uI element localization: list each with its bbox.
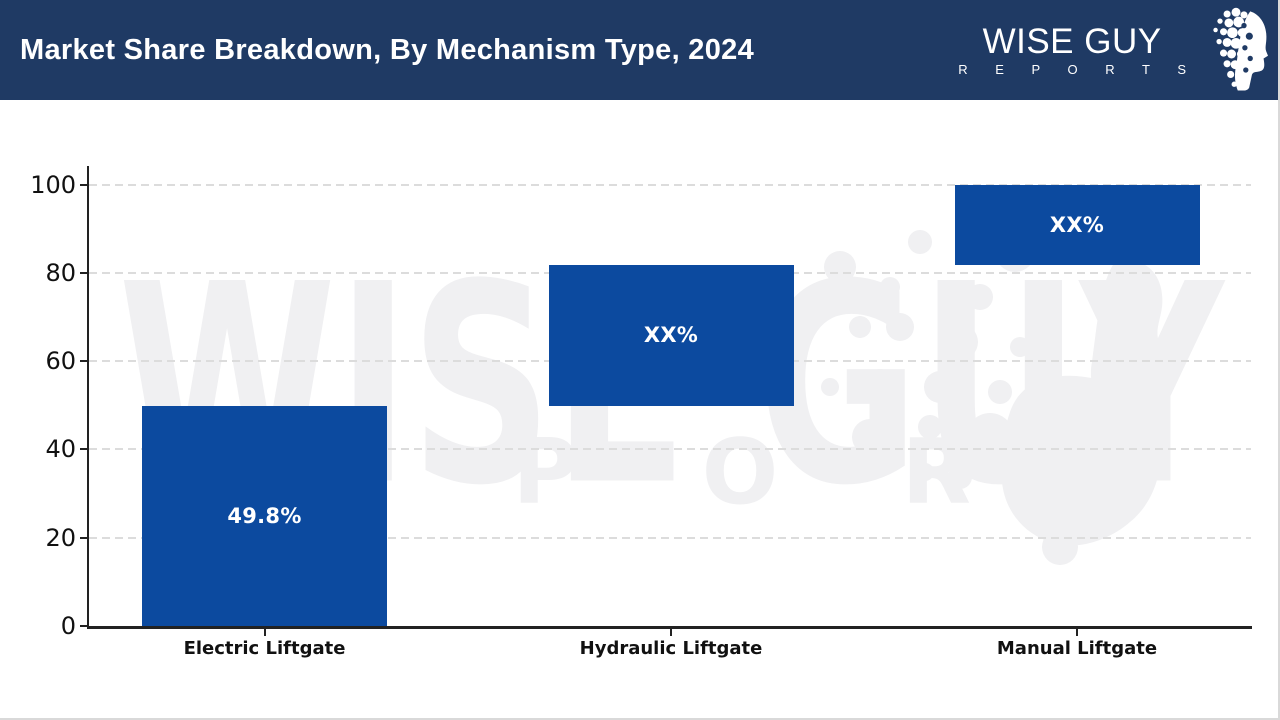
- x-tick: [670, 629, 672, 636]
- bar-value-label: XX%: [1049, 212, 1105, 237]
- x-tick: [1076, 629, 1078, 636]
- watermark-head-icon: [821, 230, 1168, 565]
- y-tick: [80, 271, 87, 274]
- wiseguy-head-icon: [1213, 7, 1268, 91]
- y-tick-label: 60: [45, 347, 76, 376]
- y-tick-label: 100: [30, 170, 76, 199]
- y-tick: [80, 625, 87, 627]
- bar-value-label: 49.8%: [227, 504, 302, 529]
- brand-logo: WISE GUY R E P O R T S: [958, 6, 1268, 94]
- y-tick: [80, 536, 87, 539]
- y-tick-label: 80: [45, 258, 76, 287]
- gridline: [89, 448, 1251, 451]
- y-tick-label: 40: [45, 435, 76, 464]
- x-category-label: Manual Liftgate: [996, 638, 1158, 659]
- gridline: [89, 183, 1251, 186]
- bar-segment: XX%: [548, 264, 794, 407]
- x-category-label: Hydraulic Liftgate: [579, 638, 763, 659]
- x-tick: [263, 629, 266, 636]
- y-tick-label: 0: [60, 612, 76, 640]
- bar-segment: XX%: [954, 184, 1200, 265]
- brand-name: WISE GUY: [982, 21, 1162, 61]
- header-bar: Market Share Breakdown, By Mechanism Typ…: [0, 0, 1278, 100]
- x-category-label: Electric Liftgate: [183, 638, 346, 659]
- y-tick: [80, 183, 87, 186]
- y-tick-label: 20: [45, 523, 76, 552]
- brand-text: WISE GUY R E P O R T S: [958, 24, 1186, 77]
- chart-title: Market Share Breakdown, By Mechanism Typ…: [20, 33, 755, 66]
- y-tick: [80, 448, 87, 451]
- y-axis-line: [87, 166, 89, 629]
- bar-value-label: XX%: [643, 323, 699, 348]
- x-axis-line: [87, 626, 1252, 629]
- y-tick: [80, 360, 87, 363]
- bar-segment: 49.8%: [142, 406, 387, 626]
- brand-subtitle: R E P O R T S: [958, 61, 1198, 77]
- gridline: [89, 536, 1251, 539]
